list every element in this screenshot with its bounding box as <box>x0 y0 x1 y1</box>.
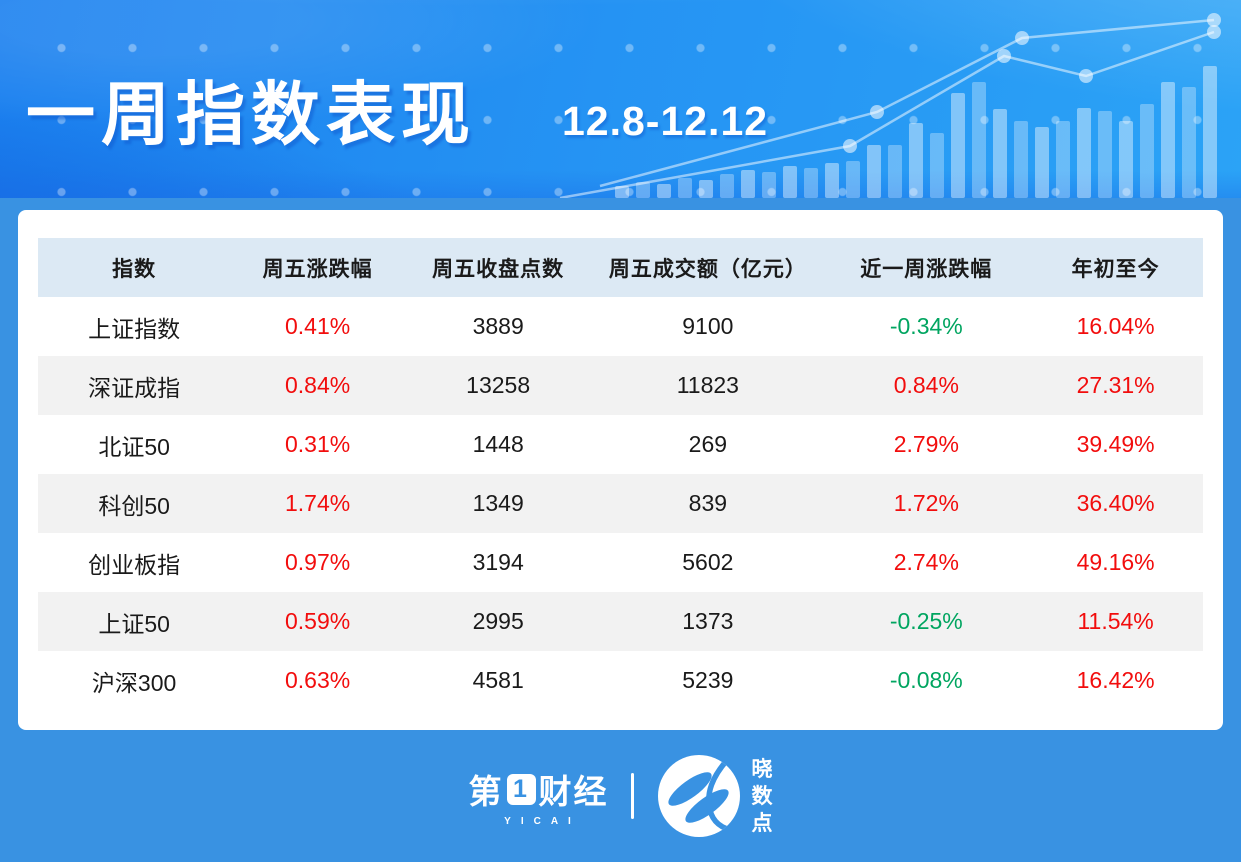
ytd-cell: 36.40% <box>1076 490 1155 516</box>
header-index: 指数 <box>38 238 231 297</box>
xiaoshudian-label: 晓 数 点 <box>752 759 773 834</box>
header-friday-turnover: 周五成交额（亿元） <box>591 238 825 297</box>
yicai-one-icon: 1 <box>506 773 536 805</box>
table-header-row: 指数 周五涨跌幅 周五收盘点数 周五成交额（亿元） 近一周涨跌幅 年初至今 <box>38 238 1203 297</box>
date-range: 12.8-12.12 <box>562 98 769 144</box>
header-week-change: 近一周涨跌幅 <box>824 238 1029 297</box>
week-change-cell: 1.72% <box>893 490 959 516</box>
yicai-latin-label: YICAI <box>504 816 581 827</box>
line-chart-dots <box>843 13 1221 153</box>
friday-turnover-cell: 5239 <box>682 667 734 693</box>
friday-close-cell: 1448 <box>472 431 524 457</box>
yicai-char-post: 财经 <box>538 773 609 810</box>
index-table: 指数 周五涨跌幅 周五收盘点数 周五成交额（亿元） 近一周涨跌幅 年初至今 上证… <box>38 238 1203 710</box>
table-row: 上证50 0.59% 2995 1373 -0.25% 11.54% <box>38 592 1203 651</box>
table-row: 创业板指 0.97% 3194 5602 2.74% 49.16% <box>38 533 1203 592</box>
friday-close-cell: 1349 <box>472 490 524 516</box>
ytd-cell: 39.49% <box>1076 431 1155 457</box>
friday-turnover-cell: 11823 <box>676 372 739 398</box>
friday-change-cell: 0.97% <box>284 549 351 575</box>
xsd-char-1: 晓 <box>751 757 773 781</box>
friday-turnover-cell: 269 <box>688 431 728 457</box>
friday-turnover-cell: 1373 <box>682 608 734 634</box>
index-name-cell: 上证50 <box>98 610 170 637</box>
bar-chart-decoration <box>615 66 1217 198</box>
index-name-cell: 沪深300 <box>91 669 177 696</box>
ytd-cell: 16.04% <box>1076 313 1155 339</box>
table-row: 北证50 0.31% 1448 269 2.79% 39.49% <box>38 415 1203 474</box>
page-title: 一周指数表现 <box>26 76 476 153</box>
friday-close-cell: 13258 <box>466 372 531 398</box>
week-change-cell: -0.08% <box>889 667 963 693</box>
week-change-cell: 0.84% <box>893 372 959 398</box>
week-change-cell: 2.74% <box>893 549 959 575</box>
table-row: 上证指数 0.41% 3889 9100 -0.34% 16.04% <box>38 297 1203 356</box>
header-ytd: 年初至今 <box>1028 238 1203 297</box>
friday-change-cell: 1.74% <box>284 490 351 516</box>
ytd-cell: 16.42% <box>1076 667 1155 693</box>
table-row: 科创50 1.74% 1349 839 1.72% 36.40% <box>38 474 1203 533</box>
banner-chart-decoration <box>559 13 1221 198</box>
index-name-cell: 科创50 <box>98 492 170 519</box>
xsd-char-3: 点 <box>751 811 773 835</box>
friday-change-cell: 0.59% <box>284 608 351 634</box>
index-name-cell: 上证指数 <box>88 315 181 342</box>
index-name-cell: 北证50 <box>98 433 170 460</box>
table-row: 深证成指 0.84% 13258 11823 0.84% 27.31% <box>38 356 1203 415</box>
xiaoshudian-logo-icon <box>657 755 740 837</box>
yicai-logo: 第 1 财经 YICAI <box>469 765 609 827</box>
friday-change-cell: 0.41% <box>284 313 351 339</box>
xsd-char-2: 数 <box>751 784 773 808</box>
yicai-logo-text: 第 1 财经 <box>469 765 609 813</box>
friday-turnover-cell: 839 <box>688 490 728 516</box>
banner: 一周指数表现 12.8-12.12 <box>0 0 1241 198</box>
header-friday-change: 周五涨跌幅 <box>230 238 405 297</box>
friday-turnover-cell: 5602 <box>682 549 734 575</box>
footer: 第 1 财经 YICAI 晓 数 点 <box>0 730 1241 862</box>
index-name-cell: 创业板指 <box>88 551 181 578</box>
index-table-body: 上证指数 0.41% 3889 9100 -0.34% 16.04% 深证成指 0.84% 13… <box>38 297 1203 710</box>
friday-close-cell: 3194 <box>472 549 524 575</box>
table-card: 指数 周五涨跌幅 周五收盘点数 周五成交额（亿元） 近一周涨跌幅 年初至今 上证… <box>18 210 1223 730</box>
table-row: 沪深300 0.63% 4581 5239 -0.08% 16.42% <box>38 651 1203 710</box>
friday-change-cell: 0.84% <box>284 372 351 398</box>
friday-close-cell: 2995 <box>472 608 524 634</box>
header-friday-close: 周五收盘点数 <box>404 238 592 297</box>
ytd-cell: 49.16% <box>1076 549 1155 575</box>
friday-close-cell: 3889 <box>472 313 524 339</box>
index-name-cell: 深证成指 <box>88 374 181 401</box>
week-change-cell: -0.25% <box>889 608 963 634</box>
friday-turnover-cell: 9100 <box>682 313 734 339</box>
week-change-cell: -0.34% <box>889 313 963 339</box>
ytd-cell: 11.54% <box>1077 608 1154 634</box>
friday-change-cell: 0.31% <box>284 431 351 457</box>
xiaoshudian-logo: 晓 数 点 <box>656 753 773 839</box>
friday-close-cell: 4581 <box>472 667 524 693</box>
week-change-cell: 2.79% <box>893 431 959 457</box>
yicai-char-pre: 第 <box>468 773 504 810</box>
friday-change-cell: 0.63% <box>284 667 351 693</box>
footer-divider <box>630 773 634 819</box>
ytd-cell: 27.31% <box>1076 372 1155 398</box>
